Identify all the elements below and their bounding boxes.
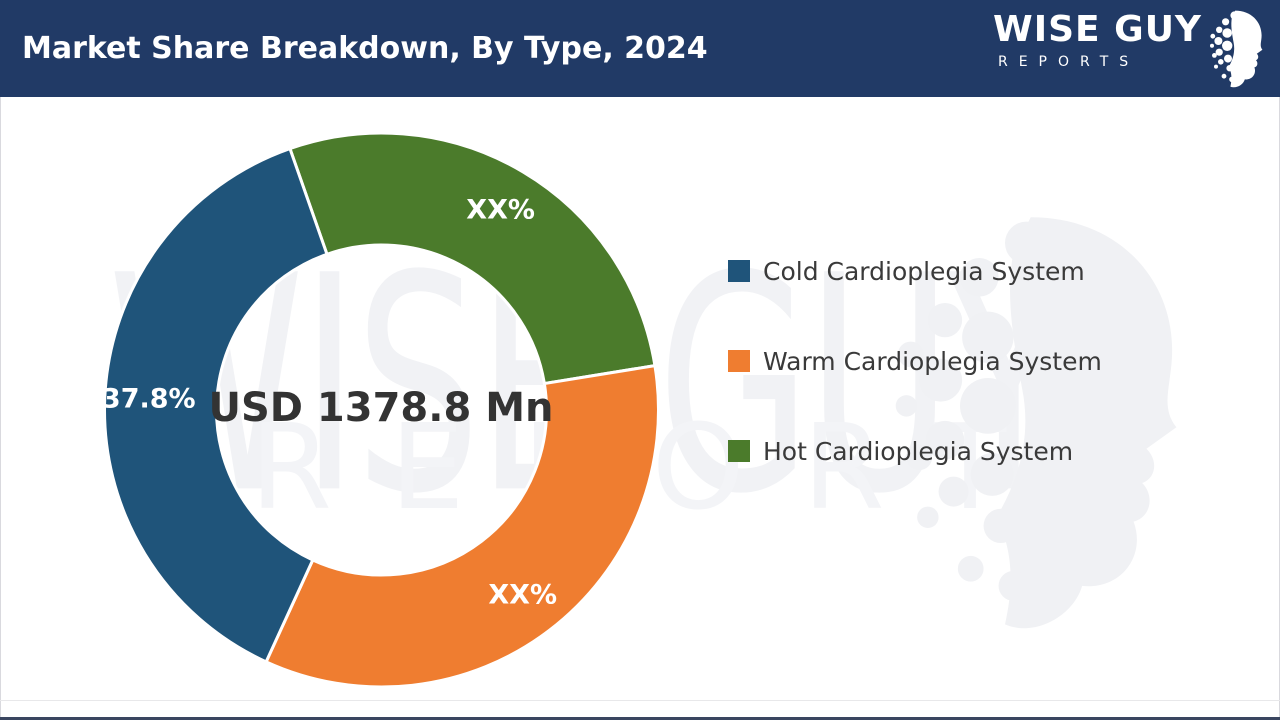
page-title: Market Share Breakdown, By Type, 2024 xyxy=(22,31,708,66)
footer-bar xyxy=(0,717,1280,720)
slice-label-hot: XX% xyxy=(466,194,535,226)
legend-label-cold: Cold Cardioplegia System xyxy=(763,256,1085,286)
slice-label-warm: XX% xyxy=(488,579,558,611)
footer-hairline xyxy=(0,700,1280,701)
brand-wordmark: WISE GUY REPORTS xyxy=(993,9,1202,70)
legend-item-warm: Warm Cardioplegia System xyxy=(728,346,1102,376)
legend-item-cold: Cold Cardioplegia System xyxy=(728,256,1102,286)
legend: Cold Cardioplegia System Warm Cardioplegi… xyxy=(728,256,1102,528)
slice-label-cold: 37.8% xyxy=(101,383,196,415)
donut-segment-cold xyxy=(103,147,329,664)
donut-segment-hot xyxy=(288,131,657,386)
donut-chart xyxy=(103,131,660,689)
brand-logo: WISE GUY REPORTS xyxy=(993,9,1264,89)
brand-subtitle: REPORTS xyxy=(997,54,1140,70)
legend-swatch-cold xyxy=(728,260,750,282)
brand-name: WISE GUY xyxy=(992,9,1202,50)
legend-swatch-hot xyxy=(728,440,750,462)
header-bar: Market Share Breakdown, By Type, 2024 WI… xyxy=(0,0,1280,97)
center-value: USD 1378.8 Mn xyxy=(208,385,554,431)
donut-segment-warm xyxy=(264,364,660,689)
logo-face-icon xyxy=(1210,10,1263,88)
legend-label-hot: Hot Cardioplegia System xyxy=(763,436,1074,466)
legend-item-hot: Hot Cardioplegia System xyxy=(728,436,1102,466)
legend-swatch-warm xyxy=(728,350,750,372)
legend-label-warm: Warm Cardioplegia System xyxy=(763,346,1102,376)
